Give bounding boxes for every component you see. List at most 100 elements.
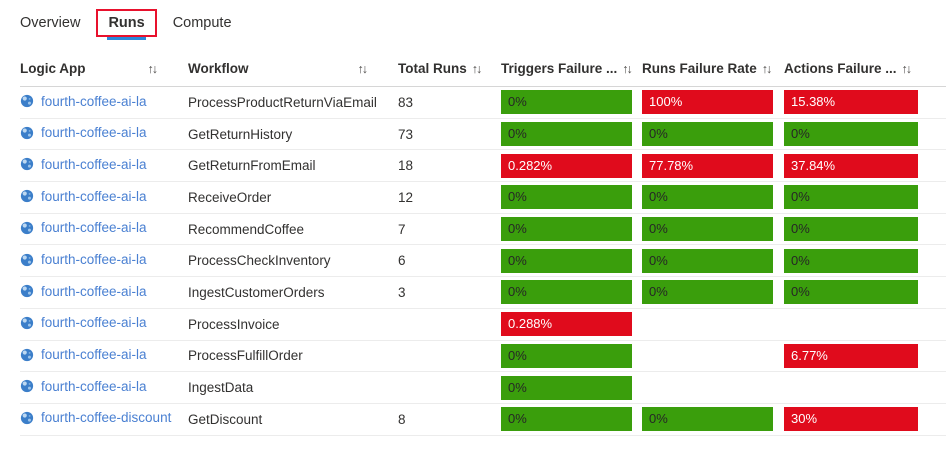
workflow-name: ProcessCheckInventory xyxy=(188,253,331,269)
total-runs-value: 7 xyxy=(398,221,406,237)
sort-icon[interactable]: ↑↓ xyxy=(622,61,632,76)
logic-app-link[interactable]: fourth-coffee-ai-la xyxy=(20,189,147,204)
triggers-failure-badge-cell: 0% xyxy=(501,343,642,368)
actions-failure-badge: 0% xyxy=(784,217,918,242)
logic-app-name: fourth-coffee-ai-la xyxy=(41,378,147,394)
column-header-actions-failure[interactable]: Actions Failure ... ↑↓ xyxy=(784,61,946,76)
column-label: Runs Failure Rate xyxy=(642,61,757,76)
logic-app-name: fourth-coffee-ai-la xyxy=(41,125,147,141)
logic-app-name: fourth-coffee-discount xyxy=(41,410,172,426)
logic-app-cell: fourth-coffee-ai-la xyxy=(20,347,188,365)
logic-app-name: fourth-coffee-ai-la xyxy=(41,252,147,268)
logic-app-cell: fourth-coffee-ai-la xyxy=(20,284,188,302)
column-header-triggers-failure[interactable]: Triggers Failure ... ↑↓ xyxy=(501,61,642,76)
logic-app-link[interactable]: fourth-coffee-ai-la xyxy=(20,94,147,109)
actions-failure-badge-cell: 6.77% xyxy=(784,343,946,368)
runs-failure-badge: 0% xyxy=(642,217,773,242)
sort-icon[interactable]: ↑↓ xyxy=(357,61,368,76)
logic-app-icon xyxy=(20,253,34,267)
logic-app-name: fourth-coffee-ai-la xyxy=(41,283,147,299)
logic-app-name: fourth-coffee-ai-la xyxy=(41,315,147,331)
logic-app-link[interactable]: fourth-coffee-ai-la xyxy=(20,379,147,394)
triggers-failure-badge-cell: 0% xyxy=(501,280,642,305)
actions-failure-badge-cell: 15.38% xyxy=(784,90,946,115)
workflow-name: GetReturnHistory xyxy=(188,126,293,142)
logic-app-link[interactable]: fourth-coffee-ai-la xyxy=(20,347,147,362)
logic-app-link[interactable]: fourth-coffee-ai-la xyxy=(20,220,147,235)
actions-failure-badge: 6.77% xyxy=(784,343,918,368)
tab-compute[interactable]: Compute xyxy=(172,15,232,31)
actions-failure-badge: 15.38% xyxy=(784,90,918,115)
triggers-failure-badge: 0% xyxy=(501,280,632,305)
triggers-failure-badge-cell: 0% xyxy=(501,407,642,432)
logic-app-link[interactable]: fourth-coffee-ai-la xyxy=(20,157,147,172)
runs-failure-badge: 0% xyxy=(642,407,773,432)
tab-bar: Overview Runs Compute xyxy=(0,0,950,40)
table-row[interactable]: fourth-coffee-ai-la RecommendCoffee 7 0% 0% 0… xyxy=(20,214,946,246)
runs-failure-badge-cell: 0% xyxy=(642,217,784,242)
logic-app-icon xyxy=(20,284,34,298)
logic-app-link[interactable]: fourth-coffee-ai-la xyxy=(20,125,147,140)
runs-failure-badge: 0% xyxy=(642,280,773,305)
runs-failure-badge: 0% xyxy=(642,122,773,147)
triggers-failure-badge: 0% xyxy=(501,217,632,242)
logic-app-name: fourth-coffee-ai-la xyxy=(41,220,147,236)
total-runs-value: 3 xyxy=(398,284,406,300)
actions-failure-badge-cell: 0% xyxy=(784,122,946,147)
column-header-logic-app[interactable]: Logic App ↑↓ xyxy=(20,61,188,76)
total-runs-value: 83 xyxy=(398,94,414,110)
logic-app-link[interactable]: fourth-coffee-ai-la xyxy=(20,284,147,299)
table-row[interactable]: fourth-coffee-ai-la ProcessFulfillOrder 0%… xyxy=(20,341,946,373)
triggers-failure-badge-cell: 0.282% xyxy=(501,153,642,178)
tab-overview[interactable]: Overview xyxy=(20,15,81,31)
actions-failure-badge-cell: 37.84% xyxy=(784,153,946,178)
workflow-runs-table: Logic App ↑↓ Workflow ↑↓ Total Runs ↑↓ T… xyxy=(0,51,950,436)
logic-app-name: fourth-coffee-ai-la xyxy=(41,156,147,172)
workflow-name: IngestData xyxy=(188,380,254,396)
table-row[interactable]: fourth-coffee-ai-la ProcessCheckInventory… xyxy=(20,245,946,278)
runs-failure-badge-cell: 0% xyxy=(642,122,784,147)
logic-app-icon xyxy=(20,316,34,330)
table-row[interactable]: fourth-coffee-discount GetDiscount 8 0% 0% 30… xyxy=(20,404,946,436)
table-row[interactable]: fourth-coffee-ai-la ProcessInvoice 0.288% xyxy=(20,309,946,341)
logic-app-link[interactable]: fourth-coffee-ai-la xyxy=(20,252,147,267)
column-label: Triggers Failure ... xyxy=(501,61,618,76)
actions-failure-badge: 30% xyxy=(784,407,918,432)
column-header-workflow[interactable]: Workflow ↑↓ xyxy=(188,61,398,76)
table-row[interactable]: fourth-coffee-ai-la ReceiveOrder 12 0% 0% 0% xyxy=(20,182,946,214)
logic-app-link[interactable]: fourth-coffee-discount xyxy=(20,410,171,425)
sort-icon[interactable]: ↑↓ xyxy=(901,61,912,76)
actions-failure-badge-cell: 0% xyxy=(784,280,946,305)
workflow-name: IngestCustomerOrders xyxy=(188,284,325,300)
workflow-name: RecommendCoffee xyxy=(188,221,305,237)
actions-failure-badge: 0% xyxy=(784,280,918,305)
total-runs-value: 12 xyxy=(398,189,414,205)
logic-app-name: fourth-coffee-ai-la xyxy=(41,347,147,363)
triggers-failure-badge-cell: 0% xyxy=(501,185,642,210)
tab-runs[interactable]: Runs xyxy=(96,9,157,40)
sort-icon[interactable]: ↑↓ xyxy=(761,61,772,76)
logic-app-icon xyxy=(20,221,34,235)
table-row[interactable]: fourth-coffee-ai-la IngestData 0% xyxy=(20,372,946,404)
sort-icon[interactable]: ↑↓ xyxy=(471,61,482,76)
logic-app-cell: fourth-coffee-ai-la xyxy=(20,252,188,270)
total-runs-value: 18 xyxy=(398,158,414,174)
column-header-runs-failure-rate[interactable]: Runs Failure Rate ↑↓ xyxy=(642,61,784,76)
column-label: Total Runs xyxy=(398,61,467,76)
total-runs-value: 8 xyxy=(398,411,406,427)
column-label: Workflow xyxy=(188,61,249,76)
tab-runs-label: Runs xyxy=(108,15,145,31)
table-row[interactable]: fourth-coffee-ai-la ProcessProductReturnV… xyxy=(20,87,946,119)
table-row[interactable]: fourth-coffee-ai-la GetReturnFromEmail 18 0… xyxy=(20,150,946,183)
triggers-failure-badge-cell: 0.288% xyxy=(501,312,642,337)
workflow-name: ProcessFulfillOrder xyxy=(188,348,303,364)
runs-failure-badge-cell: 0% xyxy=(642,185,784,210)
table-row[interactable]: fourth-coffee-ai-la IngestCustomerOrders 3… xyxy=(20,277,946,309)
table-row[interactable]: fourth-coffee-ai-la GetReturnHistory 73 0% 0… xyxy=(20,119,946,151)
sort-icon[interactable]: ↑↓ xyxy=(147,61,158,76)
logic-app-link[interactable]: fourth-coffee-ai-la xyxy=(20,315,147,330)
column-header-total-runs[interactable]: Total Runs ↑↓ xyxy=(398,61,501,76)
logic-app-cell: fourth-coffee-discount xyxy=(20,410,188,428)
triggers-failure-badge: 0% xyxy=(501,407,632,432)
actions-failure-badge-cell: 0% xyxy=(784,217,946,242)
